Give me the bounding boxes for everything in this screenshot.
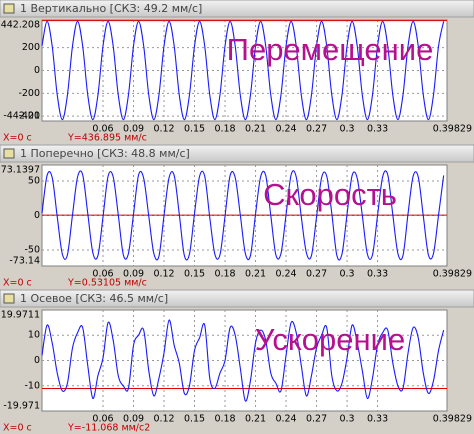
x-tick-label: 0.18	[214, 124, 235, 135]
panel-title: 1 Вертикально [СКЗ: 49.2 мм/с]	[20, 2, 202, 15]
x-tick-label: 0.39829	[433, 124, 472, 135]
x-tick-label: 0.18	[214, 414, 235, 425]
x-tick-label: 0.15	[184, 269, 205, 280]
window-icon	[3, 148, 15, 159]
y-tick-label: 10	[28, 330, 40, 341]
title-bar	[0, 0, 474, 18]
x-tick-label: 0.24	[275, 269, 296, 280]
x-tick-label: 0.3	[339, 414, 354, 425]
x-tick-label: 0.24	[275, 414, 296, 425]
y-tick-label: 0	[34, 65, 40, 76]
x-tick-label: 0.3	[339, 124, 354, 135]
panel-title: 1 Поперечно [СКЗ: 48.8 мм/с]	[20, 147, 190, 160]
y-tick-label: -73.14	[9, 256, 40, 267]
title-bar	[0, 144, 474, 163]
x-tick-label: 0.27	[306, 269, 327, 280]
x-tick-label: 0.3	[339, 269, 354, 280]
window-icon	[3, 3, 15, 14]
window-icon	[3, 293, 15, 304]
x-tick-label: 0.15	[184, 124, 205, 135]
waveform	[41, 319, 445, 402]
x-tick-label: 0.24	[275, 124, 296, 135]
cursor-x-readout: X=0 c	[3, 278, 32, 289]
cursor-y-readout: Y=0.53105 мм/с	[67, 278, 147, 289]
y-tick-label: 0	[34, 355, 40, 366]
x-tick-label: 0.12	[153, 124, 174, 135]
x-tick-label: 0.15	[184, 414, 205, 425]
x-tick-label: 0.18	[214, 269, 235, 280]
y-tick-label: 73.1397	[1, 165, 40, 176]
y-tick-label: -200	[18, 88, 40, 99]
y-tick-label: 200	[22, 42, 40, 53]
x-tick-label: 0.27	[306, 414, 327, 425]
y-tick-label: -400	[18, 111, 40, 122]
cursor-x-readout: X=0 c	[3, 133, 32, 144]
x-tick-label: 0.09	[123, 124, 144, 135]
x-tick-label: 0.06	[92, 414, 113, 425]
waveform	[41, 20, 445, 121]
x-tick-label: 0.12	[153, 414, 174, 425]
plot-area	[41, 309, 448, 412]
x-tick-label: 0.33	[367, 414, 388, 425]
x-tick-label: 0.21	[245, 414, 266, 425]
x-tick-label: 0.12	[153, 269, 174, 280]
y-tick-label: 0	[34, 210, 40, 221]
x-tick-label: 0.21	[245, 124, 266, 135]
x-tick-label: 0.06	[92, 269, 113, 280]
x-tick-label: 0.33	[367, 269, 388, 280]
y-tick-label: -10	[24, 380, 40, 391]
annotation: Перемещение	[227, 32, 434, 67]
y-tick-label: 50	[28, 175, 40, 186]
waveform	[41, 170, 445, 261]
y-tick-label: -50	[24, 245, 40, 256]
x-tick-label: 0.21	[245, 269, 266, 280]
y-tick-label: -19.971	[3, 401, 40, 412]
cursor-y-readout: Y=-11.068 мм/с2	[67, 423, 150, 434]
annotation: Скорость	[263, 177, 397, 212]
x-tick-label: 0.33	[367, 124, 388, 135]
x-tick-label: 0.09	[123, 269, 144, 280]
x-tick-label: 0.06	[92, 124, 113, 135]
y-tick-label: 442.208	[1, 20, 40, 31]
y-tick-label: -442.21	[3, 111, 40, 122]
y-tick-label: 19.9711	[1, 310, 40, 321]
x-tick-label: 0.27	[306, 124, 327, 135]
cursor-y-readout: Y=436.895 мм/с	[67, 133, 147, 144]
x-tick-label: 0.39829	[433, 414, 472, 425]
annotation: Ускорение	[255, 322, 405, 357]
title-bar	[0, 289, 474, 308]
x-tick-label: 0.39829	[433, 269, 472, 280]
panel-title: 1 Осевое [СКЗ: 46.5 мм/с]	[20, 292, 168, 305]
x-tick-label: 0.09	[123, 414, 144, 425]
cursor-x-readout: X=0 c	[3, 423, 32, 434]
